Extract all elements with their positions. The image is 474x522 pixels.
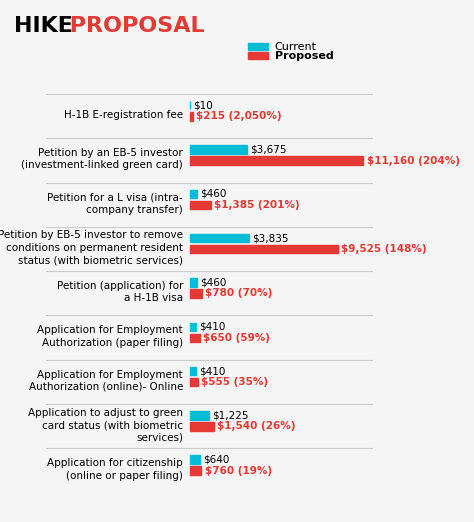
- Text: $410: $410: [199, 322, 226, 331]
- Text: $460: $460: [200, 277, 227, 288]
- Bar: [190, 278, 197, 287]
- Text: Proposed: Proposed: [274, 51, 333, 61]
- Text: $410: $410: [199, 366, 226, 376]
- Bar: [190, 200, 211, 209]
- Text: HIKE: HIKE: [14, 16, 73, 35]
- Bar: [248, 52, 268, 58]
- Text: Application for Employment
Authorization (paper filing): Application for Employment Authorization…: [37, 325, 183, 348]
- Text: $760 (19%): $760 (19%): [205, 466, 272, 476]
- Text: PROPOSAL: PROPOSAL: [62, 16, 204, 35]
- Bar: [190, 245, 338, 253]
- Text: $1,540 (26%): $1,540 (26%): [217, 421, 295, 431]
- Text: $555 (35%): $555 (35%): [201, 377, 269, 387]
- Text: Petition (application) for
a H-1B visa: Petition (application) for a H-1B visa: [56, 281, 183, 303]
- Text: $3,675: $3,675: [250, 145, 287, 155]
- Bar: [190, 422, 214, 431]
- Text: $9,525 (148%): $9,525 (148%): [341, 244, 427, 254]
- Text: $1,385 (201%): $1,385 (201%): [214, 200, 300, 210]
- Text: Petition for a L visa (intra-
company transfer): Petition for a L visa (intra- company tr…: [47, 193, 183, 215]
- Bar: [190, 411, 209, 420]
- Text: Petition by EB-5 investor to remove
conditions on permanent resident
status (wit: Petition by EB-5 investor to remove cond…: [0, 231, 183, 265]
- Bar: [190, 455, 200, 464]
- Bar: [190, 112, 193, 121]
- Bar: [190, 334, 200, 342]
- Text: $1,225: $1,225: [212, 410, 248, 420]
- Bar: [190, 289, 202, 298]
- Text: Application to adjust to green
card status (with biometric
services): Application to adjust to green card stat…: [28, 408, 183, 443]
- Text: $650 (59%): $650 (59%): [203, 333, 270, 343]
- Text: $780 (70%): $780 (70%): [205, 289, 273, 299]
- Bar: [190, 378, 198, 386]
- Text: $11,160 (204%): $11,160 (204%): [367, 156, 460, 165]
- Text: Petition by an EB-5 investor
(investment-linked green card): Petition by an EB-5 investor (investment…: [21, 148, 183, 171]
- Bar: [190, 157, 364, 165]
- Bar: [248, 43, 268, 50]
- Text: Application for citizenship
(online or paper filing): Application for citizenship (online or p…: [47, 458, 183, 481]
- Bar: [190, 189, 197, 198]
- Bar: [190, 467, 201, 475]
- Bar: [190, 234, 249, 242]
- Bar: [190, 145, 247, 154]
- Text: Application for Employment
Authorization (online)- Online: Application for Employment Authorization…: [28, 370, 183, 392]
- Text: $10: $10: [193, 100, 213, 110]
- Text: Current: Current: [274, 42, 317, 52]
- Text: $640: $640: [203, 455, 229, 465]
- Text: H-1B E-registration fee: H-1B E-registration fee: [64, 110, 183, 120]
- Bar: [190, 367, 196, 375]
- Text: $3,835: $3,835: [253, 233, 289, 243]
- Text: $460: $460: [200, 189, 227, 199]
- Text: $215 (2,050%): $215 (2,050%): [196, 111, 282, 121]
- Bar: [190, 323, 196, 331]
